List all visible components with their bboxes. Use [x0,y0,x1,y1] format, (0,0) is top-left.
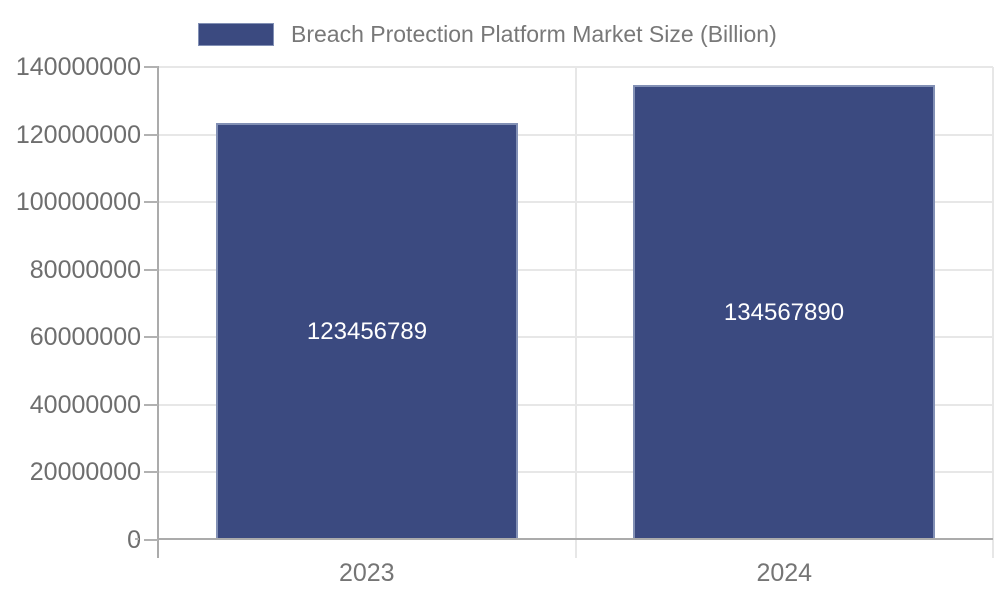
bar-2023: 123456789 [216,123,518,540]
y-tick-label: 80000000 [29,255,141,284]
bar-value-label: 134567890 [723,298,845,326]
y-tick-mark [144,268,158,271]
y-tick-mark [144,336,158,339]
y-tick-label: 60000000 [29,323,141,352]
legend-label: Breach Protection Platform Market Size (… [291,21,777,47]
y-axis-line [157,66,159,558]
bar-2024: 134567890 [633,85,935,540]
y-tick-label: 100000000 [15,188,141,217]
x-axis-line [158,538,993,540]
y-tick-mark [144,403,158,406]
plot-area: 123456789 134567890 [158,66,994,558]
y-tick-label: 0 [127,526,141,554]
y-tick-label: 140000000 [15,53,141,81]
x-tick-label: 2024 [756,559,813,587]
y-tick-label: 120000000 [15,120,141,149]
y-tick-label: 20000000 [29,458,141,487]
y-tick-mark [144,201,158,204]
x-gridline [574,67,577,558]
x-tick-label: 2023 [338,559,395,587]
legend: Breach Protection Platform Market Size (… [198,20,777,48]
x-gridline [992,67,994,558]
bar-value-label: 123456789 [306,317,428,345]
y-tick-mark [144,539,158,541]
y-tick-label: 40000000 [29,390,141,419]
y-tick-mark [144,471,158,474]
y-tick-mark [144,66,158,68]
y-tick-mark [144,133,158,136]
legend-swatch [198,22,274,46]
y-axis-left-notch [135,538,139,540]
